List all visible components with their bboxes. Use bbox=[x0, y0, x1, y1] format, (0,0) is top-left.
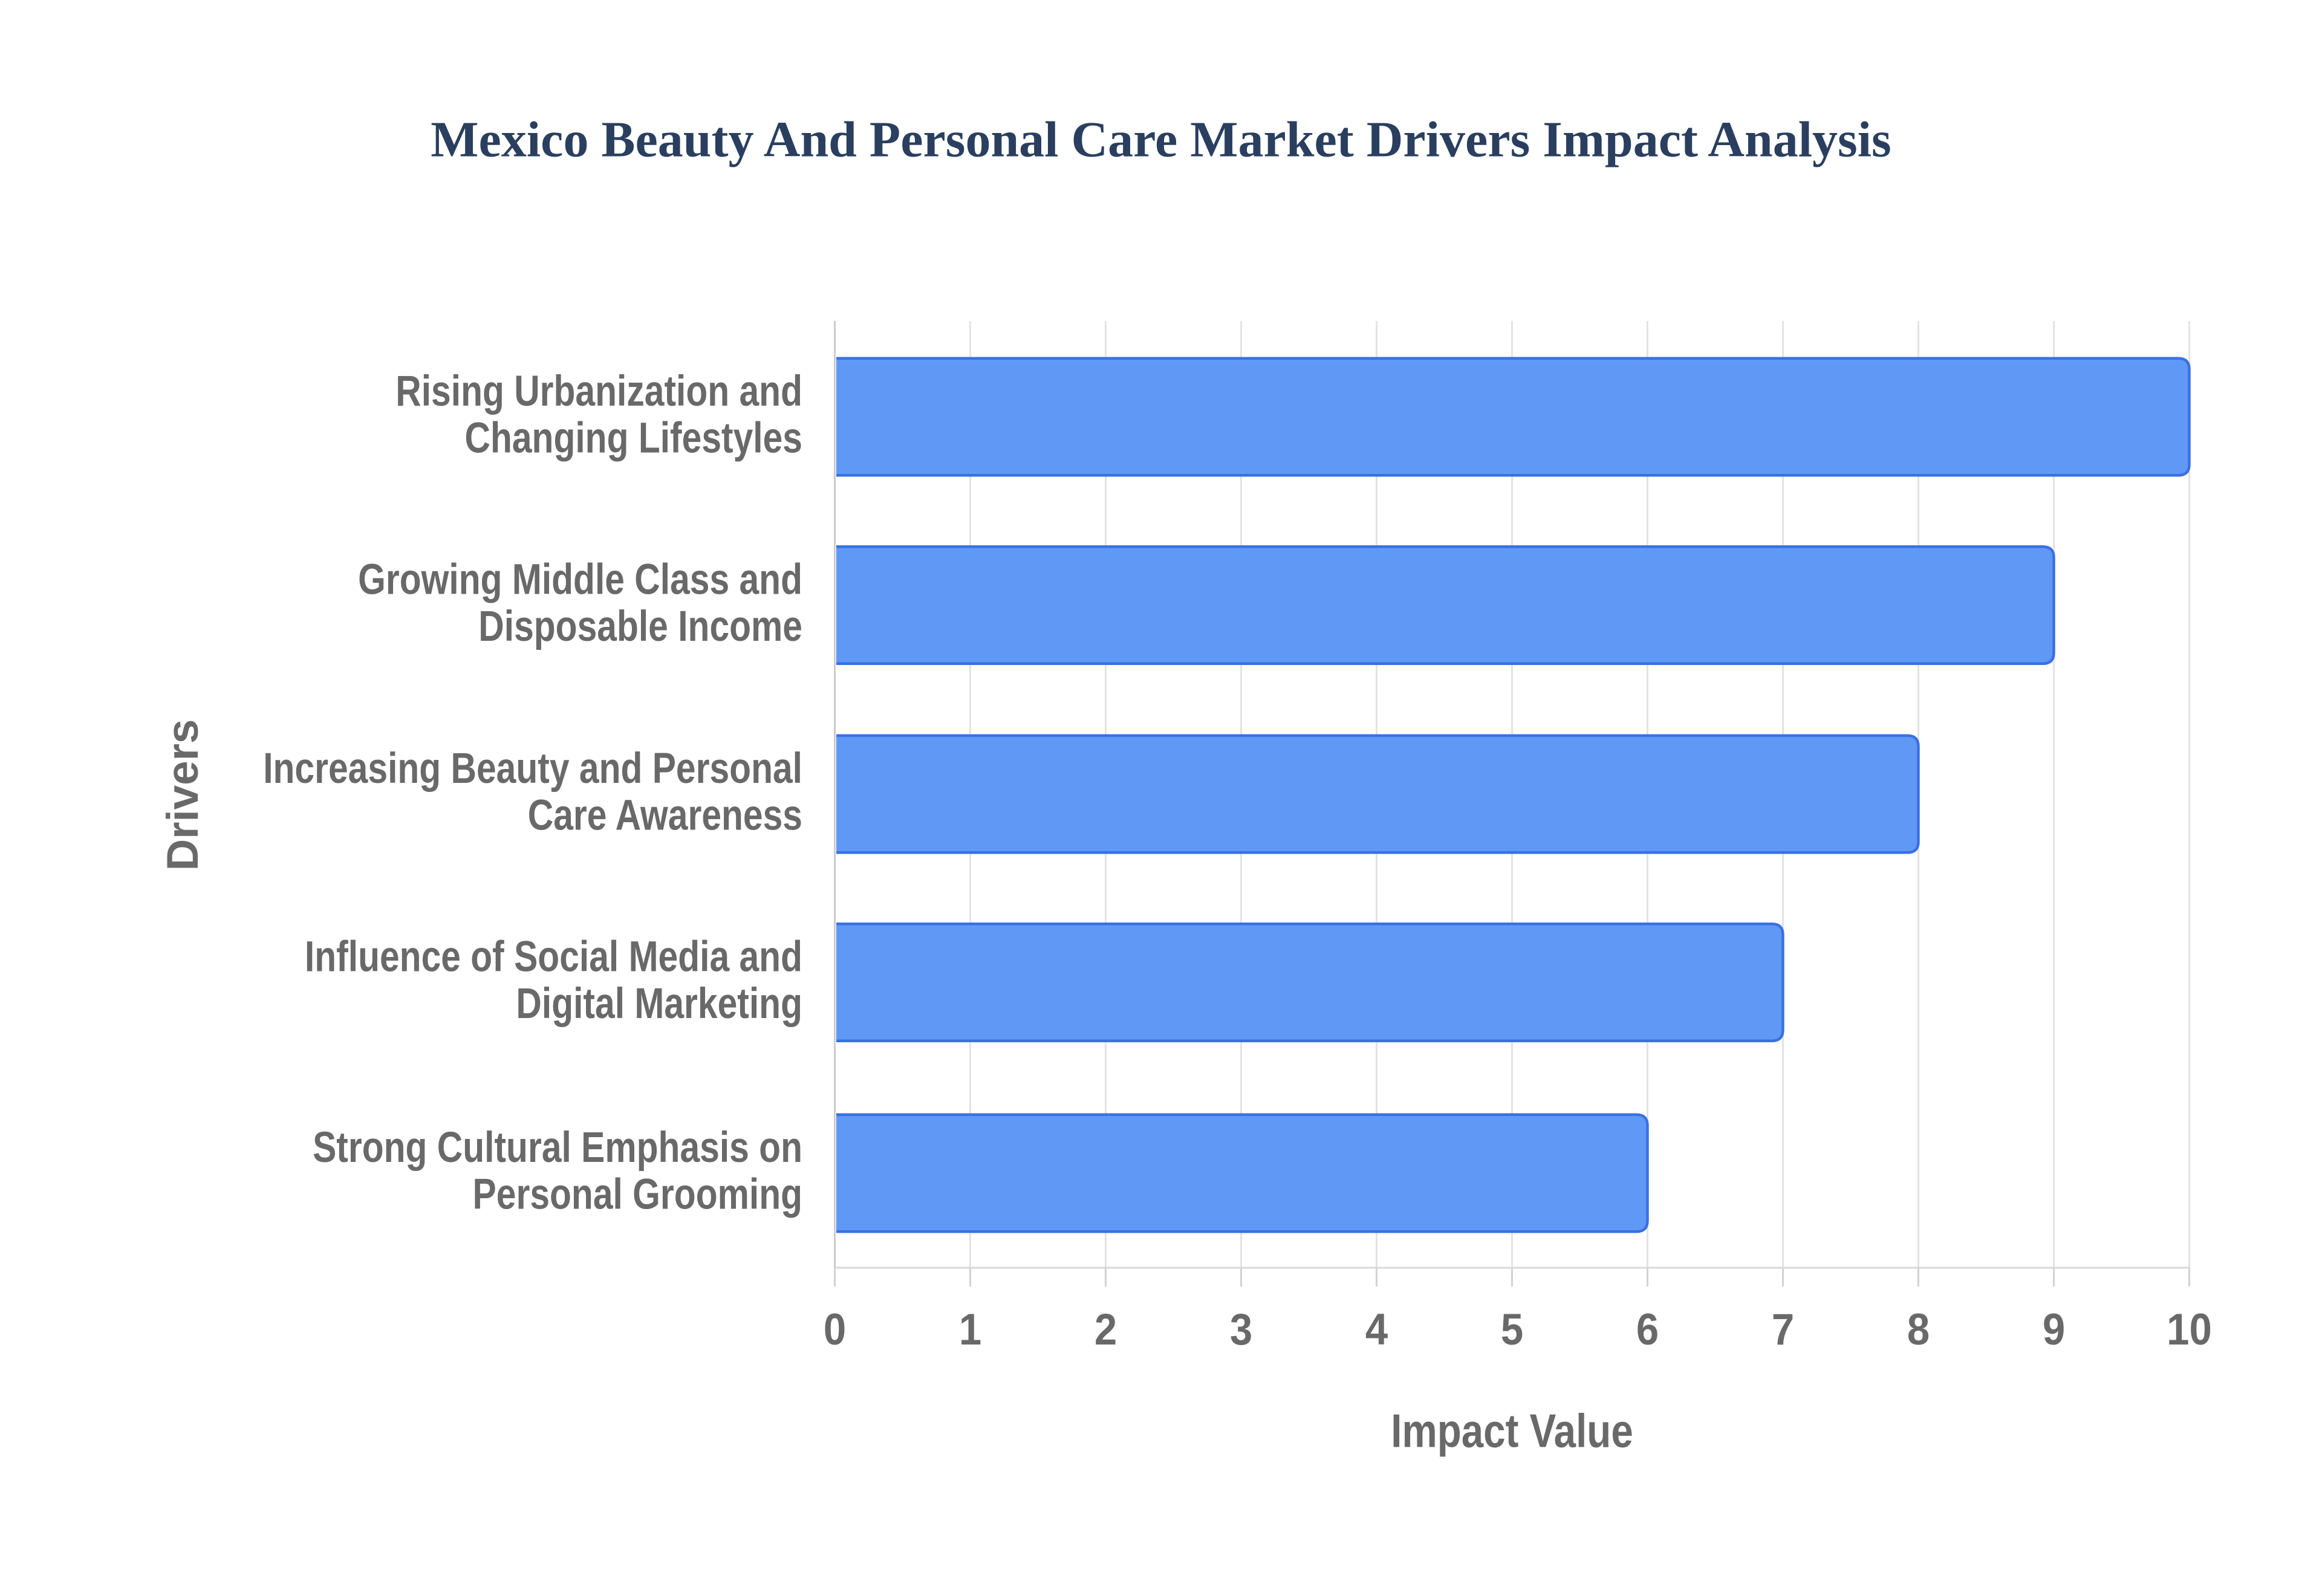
svg-text:Impact Value: Impact Value bbox=[1391, 1405, 1633, 1458]
svg-text:Strong Cultural Emphasis on: Strong Cultural Emphasis on bbox=[313, 1123, 802, 1172]
svg-text:4: 4 bbox=[1365, 1305, 1388, 1354]
svg-text:3: 3 bbox=[1230, 1305, 1252, 1354]
svg-text:Drivers: Drivers bbox=[158, 719, 207, 871]
svg-text:9: 9 bbox=[2043, 1305, 2065, 1354]
svg-text:10: 10 bbox=[2167, 1305, 2212, 1354]
svg-text:Digital Marketing: Digital Marketing bbox=[516, 979, 802, 1028]
svg-text:Influence of Social Media and: Influence of Social Media and bbox=[305, 932, 802, 981]
svg-text:Mexico Beauty And Personal Car: Mexico Beauty And Personal Care Market D… bbox=[431, 112, 1891, 168]
svg-text:1: 1 bbox=[959, 1305, 981, 1354]
svg-text:6: 6 bbox=[1636, 1305, 1659, 1354]
svg-text:5: 5 bbox=[1501, 1305, 1523, 1354]
svg-text:Disposable Income: Disposable Income bbox=[478, 602, 802, 650]
svg-text:7: 7 bbox=[1772, 1305, 1794, 1354]
svg-text:0: 0 bbox=[824, 1305, 846, 1354]
svg-text:Changing Lifestyles: Changing Lifestyles bbox=[464, 414, 802, 462]
svg-text:2: 2 bbox=[1094, 1305, 1117, 1354]
svg-text:Rising Urbanization and: Rising Urbanization and bbox=[395, 367, 802, 415]
svg-text:Care Awareness: Care Awareness bbox=[528, 791, 802, 839]
svg-text:8: 8 bbox=[1907, 1305, 1930, 1354]
svg-text:Increasing Beauty and Personal: Increasing Beauty and Personal bbox=[263, 744, 802, 793]
svg-text:Personal Grooming: Personal Grooming bbox=[473, 1170, 802, 1218]
svg-text:Growing Middle Class and: Growing Middle Class and bbox=[358, 555, 802, 603]
